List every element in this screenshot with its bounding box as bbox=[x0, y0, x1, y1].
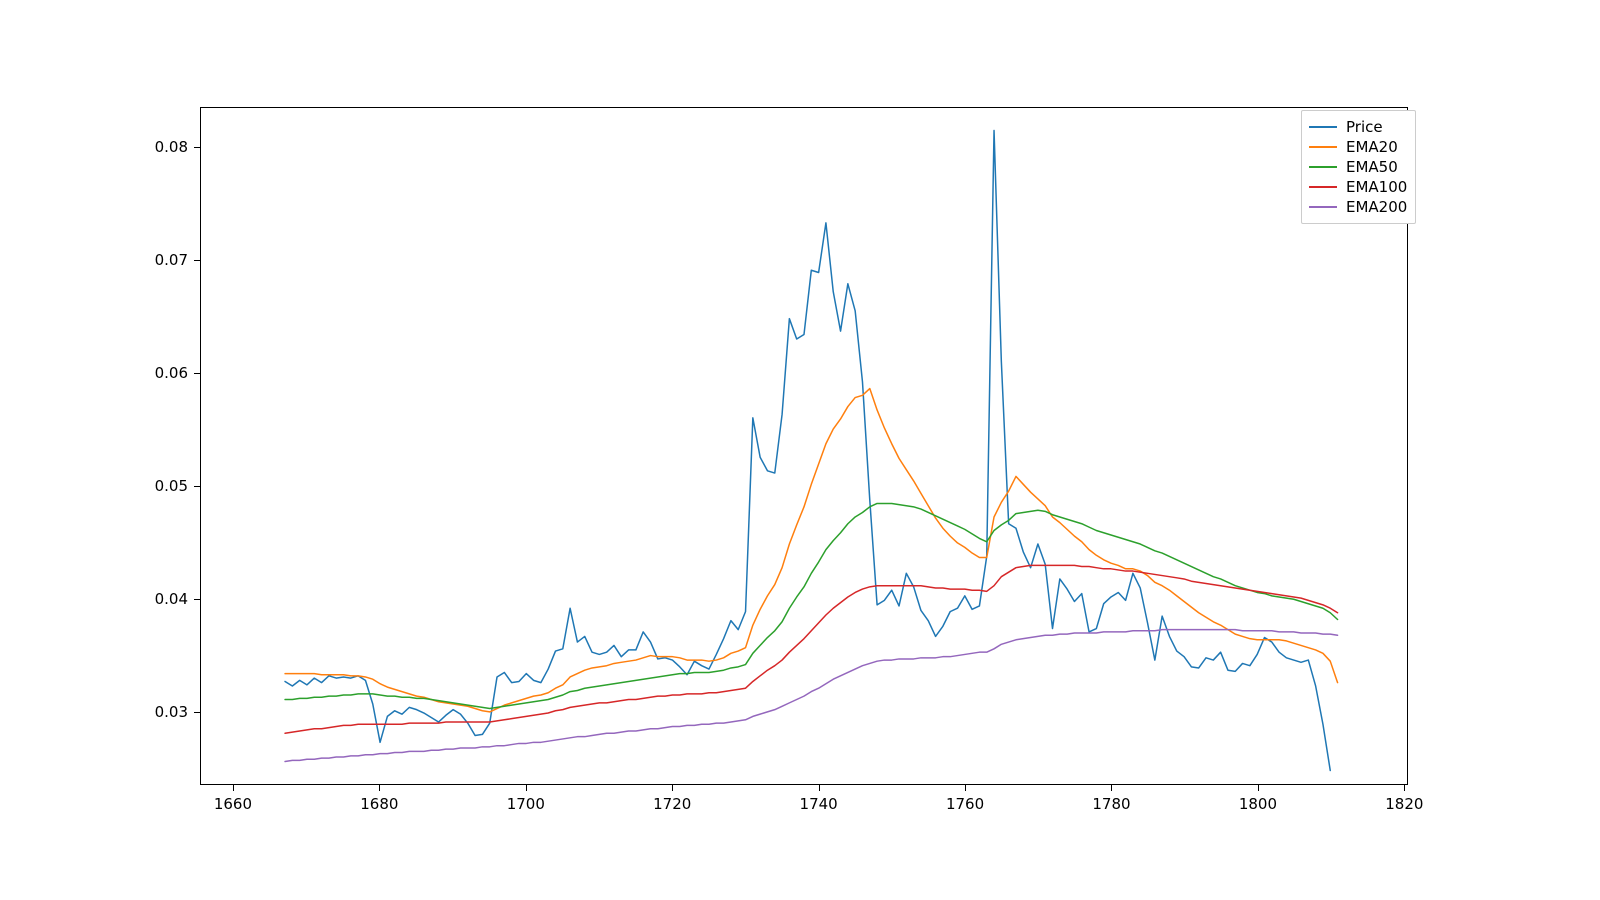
y-tick-mark bbox=[194, 485, 200, 487]
plot-lines-svg bbox=[201, 108, 1407, 784]
x-tick-mark bbox=[965, 785, 967, 791]
series-line-price bbox=[285, 131, 1330, 771]
x-tick-mark bbox=[1404, 785, 1406, 791]
y-tick-mark bbox=[194, 259, 200, 261]
y-tick-label: 0.05 bbox=[154, 476, 188, 495]
x-tick-mark bbox=[379, 785, 381, 791]
y-tick-mark bbox=[194, 711, 200, 713]
x-tick-label: 1780 bbox=[1092, 795, 1131, 813]
y-tick-label: 0.04 bbox=[154, 589, 188, 608]
series-line-ema50 bbox=[285, 503, 1338, 708]
legend-swatch-ema20 bbox=[1309, 146, 1337, 148]
x-tick-label: 1720 bbox=[653, 795, 692, 813]
legend-label-price: Price bbox=[1346, 117, 1383, 136]
x-tick-label: 1740 bbox=[799, 795, 838, 813]
y-tick-label: 0.08 bbox=[154, 137, 188, 156]
x-tick-label: 1820 bbox=[1385, 795, 1424, 813]
x-tick-label: 1700 bbox=[506, 795, 545, 813]
x-tick-mark bbox=[818, 785, 820, 791]
legend-item-ema100[interactable]: EMA100 bbox=[1309, 177, 1407, 197]
y-tick-label: 0.03 bbox=[154, 702, 188, 721]
y-tick-label: 0.07 bbox=[154, 250, 188, 269]
legend-item-ema200[interactable]: EMA200 bbox=[1309, 197, 1407, 217]
y-tick-label: 0.06 bbox=[154, 363, 188, 382]
x-tick-label: 1800 bbox=[1238, 795, 1277, 813]
legend-label-ema50: EMA50 bbox=[1346, 157, 1398, 176]
legend-swatch-price bbox=[1309, 126, 1337, 128]
legend-swatch-ema200 bbox=[1309, 206, 1337, 208]
legend-swatch-ema50 bbox=[1309, 166, 1337, 168]
legend-item-ema50[interactable]: EMA50 bbox=[1309, 157, 1407, 177]
x-tick-mark bbox=[232, 785, 234, 791]
x-axis-ticks: 1660 1680 1700 1720 1740 1760 1780 1800 1820 bbox=[200, 785, 1423, 825]
y-tick-mark bbox=[194, 598, 200, 600]
series-line-ema20 bbox=[285, 389, 1338, 712]
series-line-ema100 bbox=[285, 565, 1338, 733]
legend-label-ema200: EMA200 bbox=[1346, 197, 1408, 216]
x-tick-mark bbox=[1111, 785, 1113, 791]
chart-legend: Price EMA20 EMA50 EMA100 EMA200 bbox=[1301, 110, 1417, 224]
plot-area bbox=[200, 107, 1408, 785]
y-axis-ticks: 0.03 0.04 0.05 0.06 0.07 0.08 bbox=[148, 107, 200, 785]
x-tick-mark bbox=[672, 785, 674, 791]
x-tick-mark bbox=[525, 785, 527, 791]
series-line-ema200 bbox=[285, 630, 1338, 762]
y-tick-mark bbox=[194, 146, 200, 148]
legend-label-ema20: EMA20 bbox=[1346, 137, 1398, 156]
legend-swatch-ema100 bbox=[1309, 186, 1337, 188]
legend-item-ema20[interactable]: EMA20 bbox=[1309, 137, 1407, 157]
legend-item-price[interactable]: Price bbox=[1309, 117, 1407, 137]
x-tick-label: 1680 bbox=[360, 795, 399, 813]
x-tick-mark bbox=[1257, 785, 1259, 791]
legend-label-ema100: EMA100 bbox=[1346, 177, 1408, 196]
x-tick-label: 1660 bbox=[213, 795, 253, 813]
y-tick-mark bbox=[194, 372, 200, 374]
x-tick-label: 1760 bbox=[945, 795, 985, 813]
